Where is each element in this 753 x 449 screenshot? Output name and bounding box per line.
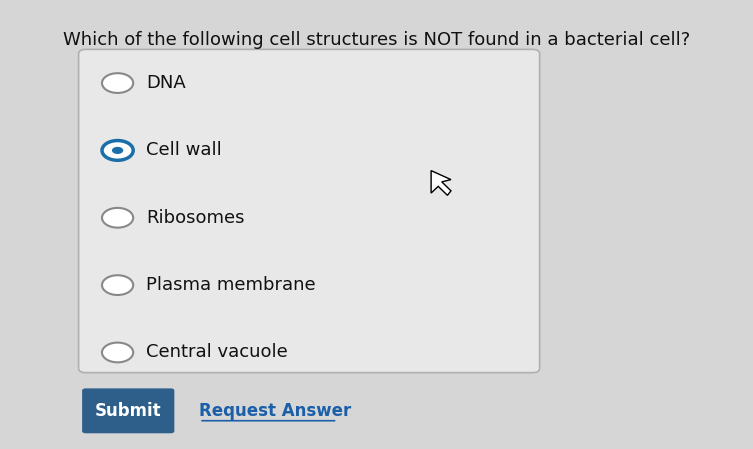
Text: Plasma membrane: Plasma membrane bbox=[146, 276, 316, 294]
Text: Which of the following cell structures is NOT found in a bacterial cell?: Which of the following cell structures i… bbox=[62, 31, 691, 49]
FancyBboxPatch shape bbox=[78, 49, 540, 373]
Text: DNA: DNA bbox=[146, 74, 186, 92]
Text: Submit: Submit bbox=[95, 402, 162, 420]
Text: Cell wall: Cell wall bbox=[146, 141, 221, 159]
Circle shape bbox=[102, 208, 133, 228]
Text: Request Answer: Request Answer bbox=[200, 402, 352, 420]
Text: Ribosomes: Ribosomes bbox=[146, 209, 245, 227]
Circle shape bbox=[102, 275, 133, 295]
Circle shape bbox=[102, 343, 133, 362]
Circle shape bbox=[102, 73, 133, 93]
Polygon shape bbox=[431, 171, 451, 195]
Circle shape bbox=[112, 147, 123, 154]
Text: Central vacuole: Central vacuole bbox=[146, 343, 288, 361]
Circle shape bbox=[102, 141, 133, 160]
FancyBboxPatch shape bbox=[82, 388, 175, 433]
